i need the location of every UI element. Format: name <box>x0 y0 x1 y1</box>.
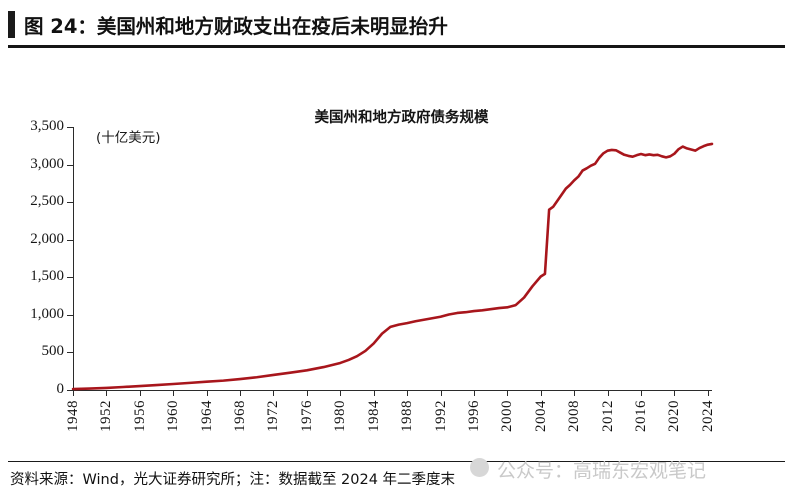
title-accent-bar <box>8 10 15 38</box>
x-axis-tick <box>641 390 642 396</box>
x-axis-tick <box>473 390 475 396</box>
x-axis-tick <box>373 390 375 396</box>
y-axis-tick <box>67 164 73 166</box>
x-axis-tick-label: 1984 <box>365 400 382 432</box>
x-axis-tick-label: 1952 <box>98 400 115 432</box>
header-divider <box>8 45 785 48</box>
x-axis-tick <box>173 390 175 396</box>
x-axis-tick <box>273 390 275 396</box>
footer-divider <box>8 461 785 462</box>
x-axis-tick <box>139 390 141 396</box>
x-axis-tick <box>540 390 542 396</box>
chart-unit-label: (十亿美元) <box>96 130 161 146</box>
y-axis-tick <box>67 352 73 354</box>
y-axis-tick <box>67 314 73 316</box>
x-axis-tick-label: 1956 <box>131 400 148 432</box>
chart-container: 美国州和地方政府债务规模 (十亿美元) 0 500 1,000 1,500 2,000 2… <box>0 48 793 453</box>
y-axis-tick-label: 1,000 <box>30 305 64 322</box>
y-axis-tick-label: 3,500 <box>30 118 64 134</box>
y-axis-tick-label: 2,000 <box>30 230 64 247</box>
x-axis-tick-label: 1964 <box>198 400 215 432</box>
x-axis-tick-label: 1972 <box>265 400 282 432</box>
x-axis-tick <box>607 390 609 396</box>
x-axis-tick-label: 2016 <box>633 400 649 432</box>
x-axis-tick-label: 1988 <box>399 400 416 432</box>
y-axis-tick <box>67 127 73 128</box>
x-axis-tick <box>73 390 74 396</box>
y-axis-tick <box>67 239 73 241</box>
x-axis-tick-label: 1976 <box>298 400 315 432</box>
watermark-badge-icon <box>470 458 489 477</box>
x-axis-tick <box>574 390 576 396</box>
x-axis-tick <box>707 390 709 396</box>
y-axis-tick-label: 3,000 <box>30 155 64 172</box>
y-axis-tick-label: 500 <box>41 343 65 360</box>
x-axis-tick-label: 2020 <box>666 400 683 432</box>
x-axis-tick <box>407 390 409 396</box>
y-axis-tick-labels: 0 500 1,000 1,500 2,000 2,500 3,000 3,500 <box>0 48 64 453</box>
y-axis-tick <box>67 202 73 204</box>
x-axis-tick-label: 2000 <box>499 400 516 432</box>
x-axis-tick-label: 1968 <box>232 400 249 432</box>
x-axis-line <box>73 390 712 391</box>
y-axis-tick-label: 0 <box>56 381 65 397</box>
x-axis-tick-label: 1980 <box>332 400 349 432</box>
y-axis-tick-label: 1,500 <box>30 268 64 285</box>
chart-plot-svg <box>71 142 714 391</box>
x-axis-tick <box>240 390 242 396</box>
x-axis-tick-label: 2024 <box>699 400 716 432</box>
x-axis-tick-label: 1996 <box>465 400 482 432</box>
x-axis-tick <box>440 390 442 396</box>
x-axis-tick-label: 2004 <box>532 400 549 432</box>
x-axis-tick <box>206 390 208 396</box>
chart-title: 美国州和地方政府债务规模 <box>314 110 489 126</box>
x-axis-tick <box>340 390 342 396</box>
debt-series-line <box>71 142 714 391</box>
x-axis-tick <box>306 390 308 396</box>
x-axis-tick-label: 2012 <box>599 400 616 432</box>
source-note: 资料来源：Wind，光大证券研究所；注：数据截至 2024 年二季度末 <box>10 472 456 488</box>
y-axis-tick <box>67 390 73 391</box>
x-axis-tick-label: 1960 <box>165 400 182 432</box>
x-axis-tick <box>106 390 108 396</box>
x-axis-tick-label: 1948 <box>65 400 81 432</box>
x-axis-tick-label: 2008 <box>566 400 583 432</box>
x-axis-tick <box>674 390 676 396</box>
y-axis-tick <box>67 277 73 279</box>
y-axis-tick-label: 2,500 <box>30 193 64 210</box>
y-axis-line <box>73 127 74 390</box>
x-axis-tick <box>507 390 509 396</box>
x-axis-tick-label: 1992 <box>432 400 449 432</box>
figure-header: 图 24：美国州和地方财政支出在疫后未明显抬升 <box>0 0 793 48</box>
page-title: 图 24：美国州和地方财政支出在疫后未明显抬升 <box>24 14 448 38</box>
